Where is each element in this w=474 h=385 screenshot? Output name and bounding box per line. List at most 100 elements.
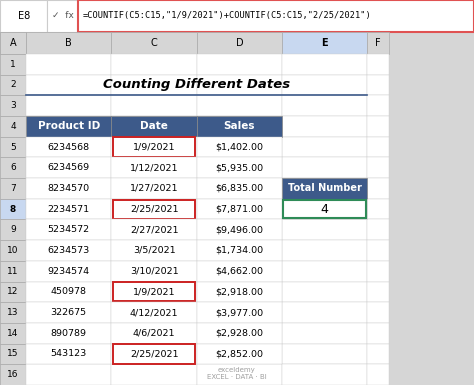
Bar [26,54,111,75]
Bar [282,261,367,281]
Bar [282,178,367,199]
Bar [111,219,197,240]
Text: 1/12/2021: 1/12/2021 [130,163,178,172]
Bar [26,261,111,281]
Text: Sales: Sales [224,121,255,131]
Bar [26,95,111,116]
Bar [26,302,111,323]
Bar [282,32,367,54]
Bar [367,157,389,178]
Text: Counting Different Dates: Counting Different Dates [103,79,290,92]
Bar [26,137,111,157]
Text: ✓  fx: ✓ fx [52,11,74,20]
Bar [282,281,367,302]
Bar [283,200,366,218]
Bar [26,219,111,240]
Text: exceldemy
EXCEL · DATA · BI: exceldemy EXCEL · DATA · BI [207,367,267,380]
Bar [197,157,282,178]
Bar [26,199,111,219]
Bar [111,157,197,178]
Bar [197,75,282,95]
Bar [282,178,367,199]
Bar [367,137,389,157]
Bar [282,116,367,137]
Bar [197,219,282,240]
Bar [111,302,197,323]
Bar [0,240,26,261]
Bar [367,261,389,281]
Text: 543123: 543123 [51,350,87,358]
Text: 5234572: 5234572 [48,225,90,234]
Bar [197,116,282,137]
Bar [0,95,26,116]
Text: B: B [65,38,72,48]
Bar [26,199,111,219]
Bar [26,323,111,344]
Text: 1/27/2021: 1/27/2021 [130,184,178,193]
Bar [282,343,367,364]
Bar [197,343,282,364]
Text: $1,734.00: $1,734.00 [215,246,264,255]
Text: $4,662.00: $4,662.00 [215,267,264,276]
Text: 2: 2 [10,80,16,89]
Text: $6,835.00: $6,835.00 [215,184,264,193]
Bar [367,219,389,240]
Bar [111,364,197,385]
Bar [26,281,111,302]
Bar [197,364,282,385]
Text: 3/5/2021: 3/5/2021 [133,246,175,255]
Bar [111,178,197,199]
Bar [197,219,282,240]
Text: 10: 10 [7,246,19,255]
Bar [111,116,197,137]
Bar [26,116,111,137]
Bar [367,32,389,54]
Bar [111,157,197,178]
Bar [26,75,111,95]
Bar [26,240,111,261]
Bar [367,343,389,364]
Bar [111,281,197,302]
Text: $5,935.00: $5,935.00 [215,163,264,172]
Text: 4/6/2021: 4/6/2021 [133,329,175,338]
Bar [0,323,26,344]
Bar [111,240,197,261]
Text: 9234574: 9234574 [48,267,90,276]
Bar [197,323,282,344]
Text: 322675: 322675 [51,308,87,317]
Bar [282,157,367,178]
Bar [282,95,367,116]
Text: E: E [321,38,328,48]
Bar [26,219,111,240]
Text: 6234569: 6234569 [48,163,90,172]
Bar [282,199,367,219]
Bar [282,75,367,95]
Text: 1: 1 [10,60,16,69]
Bar [197,95,282,116]
Text: 4: 4 [10,122,16,131]
Bar [282,219,367,240]
Bar [197,302,282,323]
Text: 2/27/2021: 2/27/2021 [130,225,178,234]
Text: $9,496.00: $9,496.00 [215,225,264,234]
Bar [26,302,111,323]
Text: $2,928.00: $2,928.00 [215,329,264,338]
Bar [47,0,78,32]
Text: 7: 7 [10,184,16,193]
Bar [111,116,197,137]
Bar [197,323,282,344]
Bar [0,302,26,323]
Bar [197,199,282,219]
Bar [282,54,367,75]
Bar [0,199,26,219]
Bar [282,137,367,157]
Bar [111,75,197,95]
Bar [111,95,197,116]
Bar [0,364,26,385]
Bar [197,178,282,199]
Bar [0,54,26,75]
Text: 6: 6 [10,163,16,172]
Text: A: A [10,38,16,48]
Bar [78,0,474,32]
Bar [197,261,282,281]
